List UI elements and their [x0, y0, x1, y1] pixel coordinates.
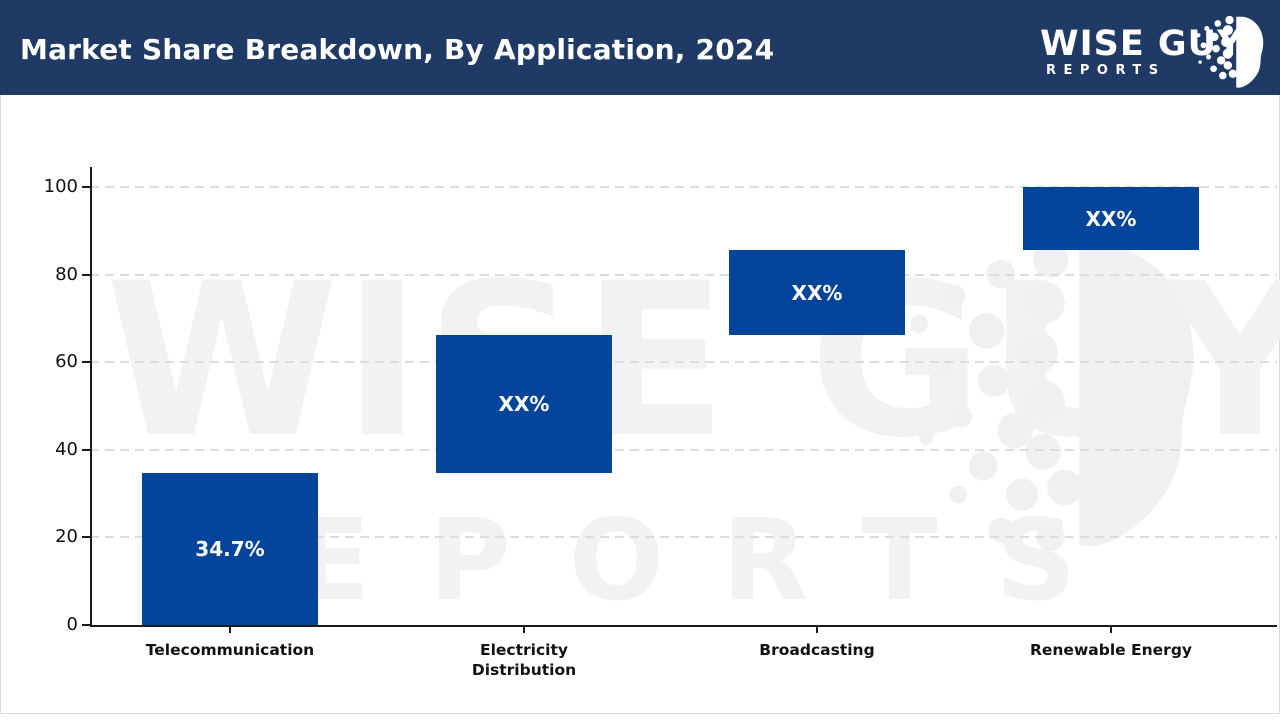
xtick-mark-2 [816, 625, 818, 633]
bar-telecommunication: 34.7% [142, 473, 318, 625]
x-axis-line [90, 625, 1277, 627]
gridline-20 [90, 536, 1277, 539]
chart-title: Market Share Breakdown, By Application, … [20, 33, 775, 66]
ytick-label-100: 100 [43, 176, 78, 197]
xtick-mark-3 [1110, 625, 1112, 633]
bar-value-label: XX% [1085, 206, 1137, 231]
gridline-100 [90, 186, 1277, 188]
gridline-60 [90, 361, 1277, 364]
ytick-label-0: 0 [66, 614, 78, 635]
xtick-mark-0 [229, 625, 231, 633]
category-label-1: Electricity Distribution [471, 641, 577, 680]
header-bar: Market Share Breakdown, By Application, … [0, 0, 1280, 95]
gridline-40 [90, 448, 1277, 451]
ytick-mark-60 [82, 361, 90, 364]
xtick-mark-1 [523, 625, 525, 633]
category-label-2: Broadcasting [759, 641, 875, 659]
ytick-label-80: 80 [55, 263, 78, 285]
bar-value-label: XX% [498, 392, 550, 417]
ytick-mark-100 [82, 186, 90, 188]
logo-reports-text: REPORTS [1046, 63, 1166, 78]
ytick-mark-0 [82, 624, 90, 626]
bar-value-label: XX% [791, 280, 843, 305]
ytick-label-40: 40 [55, 438, 78, 460]
logo-head-icon [1196, 15, 1264, 88]
gridline-80 [90, 273, 1277, 276]
bar-value-label: 34.7% [195, 536, 265, 561]
bar-broadcasting: XX% [729, 250, 905, 336]
y-axis-line [90, 167, 92, 627]
ytick-mark-20 [82, 536, 90, 539]
category-label-3: Renewable Energy [1029, 641, 1193, 659]
ytick-mark-80 [82, 273, 90, 276]
category-label-0: Telecommunication [145, 641, 315, 659]
watermark-head-icon [910, 242, 1194, 552]
bar-electricity-distribution: XX% [436, 335, 612, 473]
wiseguy-logo: WISE GUY REPORTS [1012, 8, 1264, 88]
ytick-label-20: 20 [55, 526, 78, 548]
ytick-label-60: 60 [55, 351, 78, 373]
ytick-mark-40 [82, 448, 90, 451]
bar-renewable-energy: XX% [1023, 187, 1199, 251]
